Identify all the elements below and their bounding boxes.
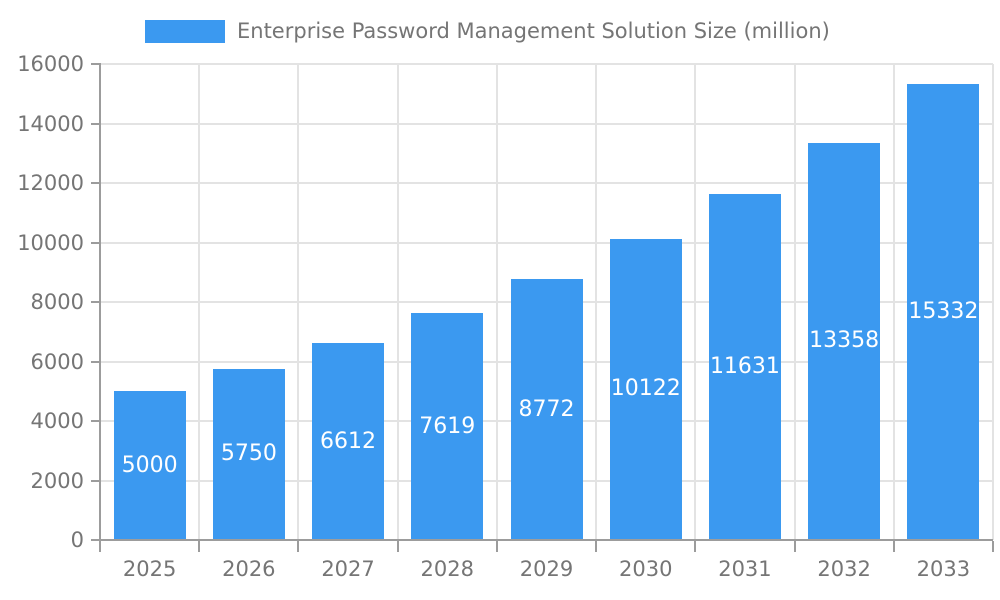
gridline-vertical — [396, 64, 399, 540]
x-axis-line — [100, 539, 993, 541]
bar-value-label: 10122 — [610, 376, 681, 402]
bar-value-label: 15332 — [908, 298, 979, 324]
x-axis-tick — [892, 541, 895, 552]
x-axis-label: 2032 — [817, 557, 871, 581]
y-axis-line — [99, 63, 101, 551]
y-axis-tick — [91, 360, 99, 363]
x-axis-label: 2031 — [718, 557, 772, 581]
gridline-horizontal — [100, 122, 993, 125]
x-axis-label: 2026 — [222, 557, 276, 581]
x-axis-label: 2028 — [420, 557, 474, 581]
bar-2025[interactable]: 5000 — [113, 391, 186, 540]
bar-2031[interactable]: 11631 — [708, 193, 781, 540]
y-axis-label: 2000 — [30, 468, 84, 493]
y-axis-tick — [91, 539, 99, 541]
y-axis-tick — [91, 479, 99, 482]
bar-2032[interactable]: 13358 — [808, 142, 881, 540]
x-axis-tick — [694, 541, 697, 552]
bar-value-label: 6612 — [320, 428, 377, 454]
gridline-horizontal — [100, 63, 993, 65]
bar-value-label: 11631 — [709, 353, 780, 379]
legend-swatch-icon — [145, 19, 225, 43]
y-axis-tick — [91, 241, 99, 244]
x-axis-tick — [297, 541, 300, 552]
y-axis-label: 0 — [70, 528, 84, 552]
x-axis-tick — [793, 541, 796, 552]
x-axis-tick — [198, 541, 201, 552]
gridline-vertical — [992, 64, 994, 540]
y-axis-tick — [91, 63, 99, 65]
y-axis-tick — [91, 420, 99, 422]
y-axis-label: 6000 — [30, 349, 84, 374]
gridline-vertical — [297, 64, 300, 540]
bar-value-label: 5750 — [220, 441, 277, 467]
x-axis-label: 2029 — [519, 557, 574, 581]
x-axis-label: 2025 — [122, 557, 177, 581]
y-axis-tick — [91, 182, 99, 184]
legend-item[interactable]: Enterprise Password Management Solution … — [145, 19, 830, 43]
x-axis-tick — [396, 541, 399, 552]
bar-value-label: 13358 — [809, 328, 880, 354]
bar-2029[interactable]: 8772 — [510, 279, 583, 540]
bar-2028[interactable]: 7619 — [411, 313, 484, 540]
gridline-horizontal — [100, 182, 993, 184]
legend-label: Enterprise Password Management Solution … — [237, 19, 830, 43]
gridline-vertical — [198, 64, 201, 540]
y-axis-label: 4000 — [30, 409, 84, 433]
y-axis-label: 10000 — [17, 230, 84, 255]
bar-value-label: 7619 — [419, 413, 476, 439]
x-axis-tick — [992, 541, 994, 552]
y-axis-label: 12000 — [17, 171, 84, 195]
bar-2033[interactable]: 15332 — [907, 83, 980, 540]
plot-area: 5000 5750 6612 7619 8772 10122 11631 13358 15332… — [17, 52, 994, 581]
y-axis-tick — [91, 301, 99, 303]
gridline-vertical — [595, 64, 598, 540]
x-axis-tick — [99, 541, 101, 552]
bar-value-label: 8772 — [518, 396, 575, 422]
gridline-vertical — [793, 64, 796, 540]
x-axis-tick — [595, 541, 598, 552]
bar-value-label: 5000 — [121, 452, 178, 478]
gridline-vertical — [495, 64, 498, 540]
y-axis-label: 8000 — [30, 290, 84, 314]
x-axis-label: 2030 — [618, 557, 673, 581]
y-axis-label: 16000 — [17, 52, 84, 76]
x-axis-label: 2033 — [916, 557, 971, 581]
gridline-horizontal — [100, 241, 993, 244]
x-axis-tick — [495, 541, 498, 552]
gridline-vertical — [694, 64, 697, 540]
x-axis-label: 2027 — [321, 557, 375, 581]
bar-2027[interactable]: 6612 — [312, 343, 385, 540]
bar-2030[interactable]: 10122 — [609, 238, 682, 540]
gridline-vertical — [892, 64, 895, 540]
y-axis-label: 14000 — [17, 111, 84, 136]
y-axis-tick — [91, 122, 99, 125]
bar-2026[interactable]: 5750 — [212, 368, 285, 540]
